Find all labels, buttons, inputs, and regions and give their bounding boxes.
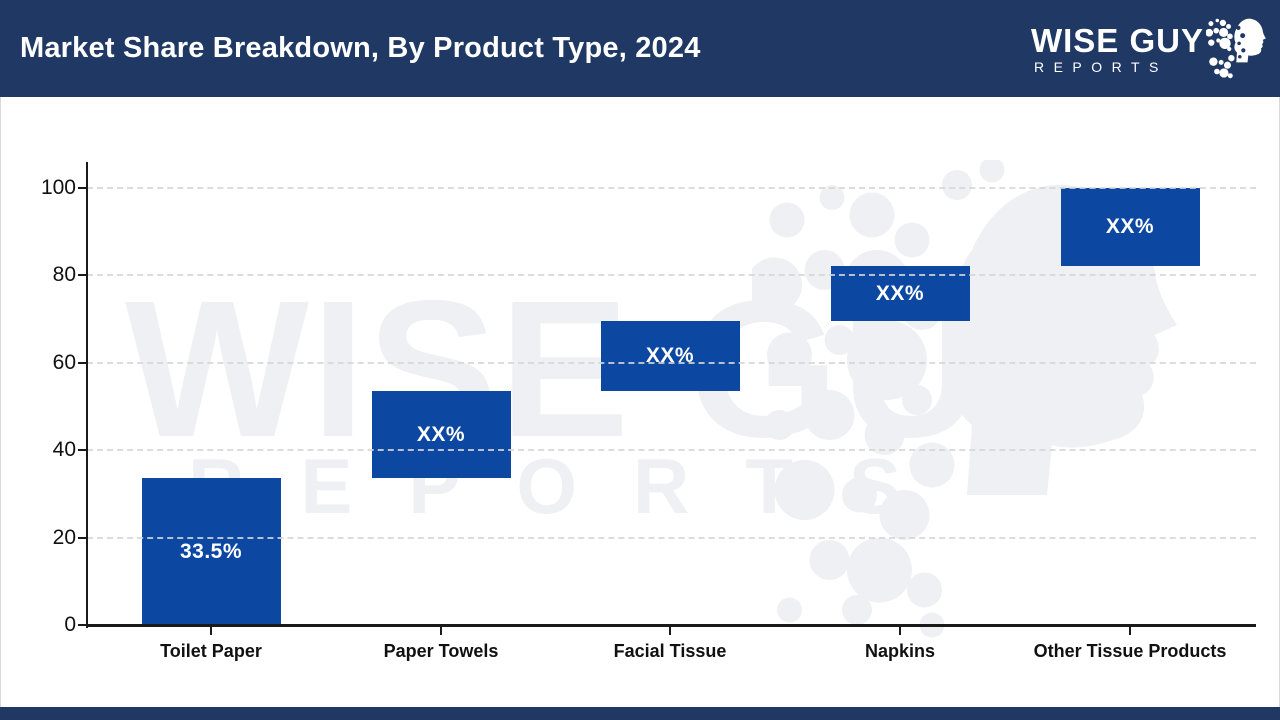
bar-value-label: XX% [1105, 214, 1155, 238]
y-tick-0 [78, 624, 87, 626]
brand-logo: WISE GUY REPORTS [1031, 0, 1268, 97]
y-tick-60 [78, 361, 87, 364]
bar-value-label: XX% [416, 422, 466, 446]
gridline-40 [87, 449, 1256, 451]
brand-subname: REPORTS [1033, 58, 1168, 75]
x-tick-5 [1129, 627, 1131, 635]
bar-value-label: XX% [875, 281, 925, 305]
gridline-100 [87, 186, 1256, 189]
y-tick-100 [78, 186, 87, 189]
x-category-label: Paper Towels [383, 641, 499, 661]
x-category-label: Other Tissue Products [1033, 641, 1227, 661]
y-tick-label-0: 0 [64, 613, 76, 636]
x-tick-4 [899, 627, 901, 635]
x-category-label: Napkins [864, 641, 936, 661]
gridline-80 [87, 274, 1256, 276]
x-category-label: Toilet Paper [160, 641, 262, 661]
y-tick-80 [78, 274, 87, 276]
x-tick-1 [210, 627, 212, 635]
y-tick-label-60: 60 [52, 350, 76, 374]
brand-face-icon [1206, 18, 1266, 78]
brand-name: WISE GUY [1030, 21, 1204, 59]
y-tick-40 [78, 449, 87, 451]
bar-facial-tissue: XX% [600, 320, 740, 391]
y-tick-label-20: 20 [52, 525, 76, 549]
x-category-label: Facial Tissue [613, 641, 727, 661]
bar-value-label: XX% [645, 343, 695, 367]
y-axis-spine [86, 162, 88, 628]
bar-toilet-paper: 33.5% [141, 478, 281, 625]
bar-other-tissue-products: XX% [1060, 187, 1200, 267]
y-tick-label-80: 80 [52, 263, 76, 286]
x-tick-3 [669, 627, 671, 635]
header-bar: Market Share Breakdown, By Product Type,… [0, 0, 1280, 97]
gridline-20 [87, 536, 1256, 539]
bar-paper-towels: XX% [371, 390, 511, 479]
footer-bar [0, 707, 1280, 720]
x-axis-spine [86, 624, 1256, 627]
y-tick-label-40: 40 [52, 438, 76, 461]
x-tick-2 [440, 627, 442, 635]
y-tick-20 [78, 536, 87, 539]
chart-title: Market Share Breakdown, By Product Type,… [20, 32, 701, 64]
bar-value-label: 33.5% [179, 539, 243, 563]
y-tick-label-100: 100 [40, 175, 76, 199]
gridline-60 [87, 361, 1256, 364]
